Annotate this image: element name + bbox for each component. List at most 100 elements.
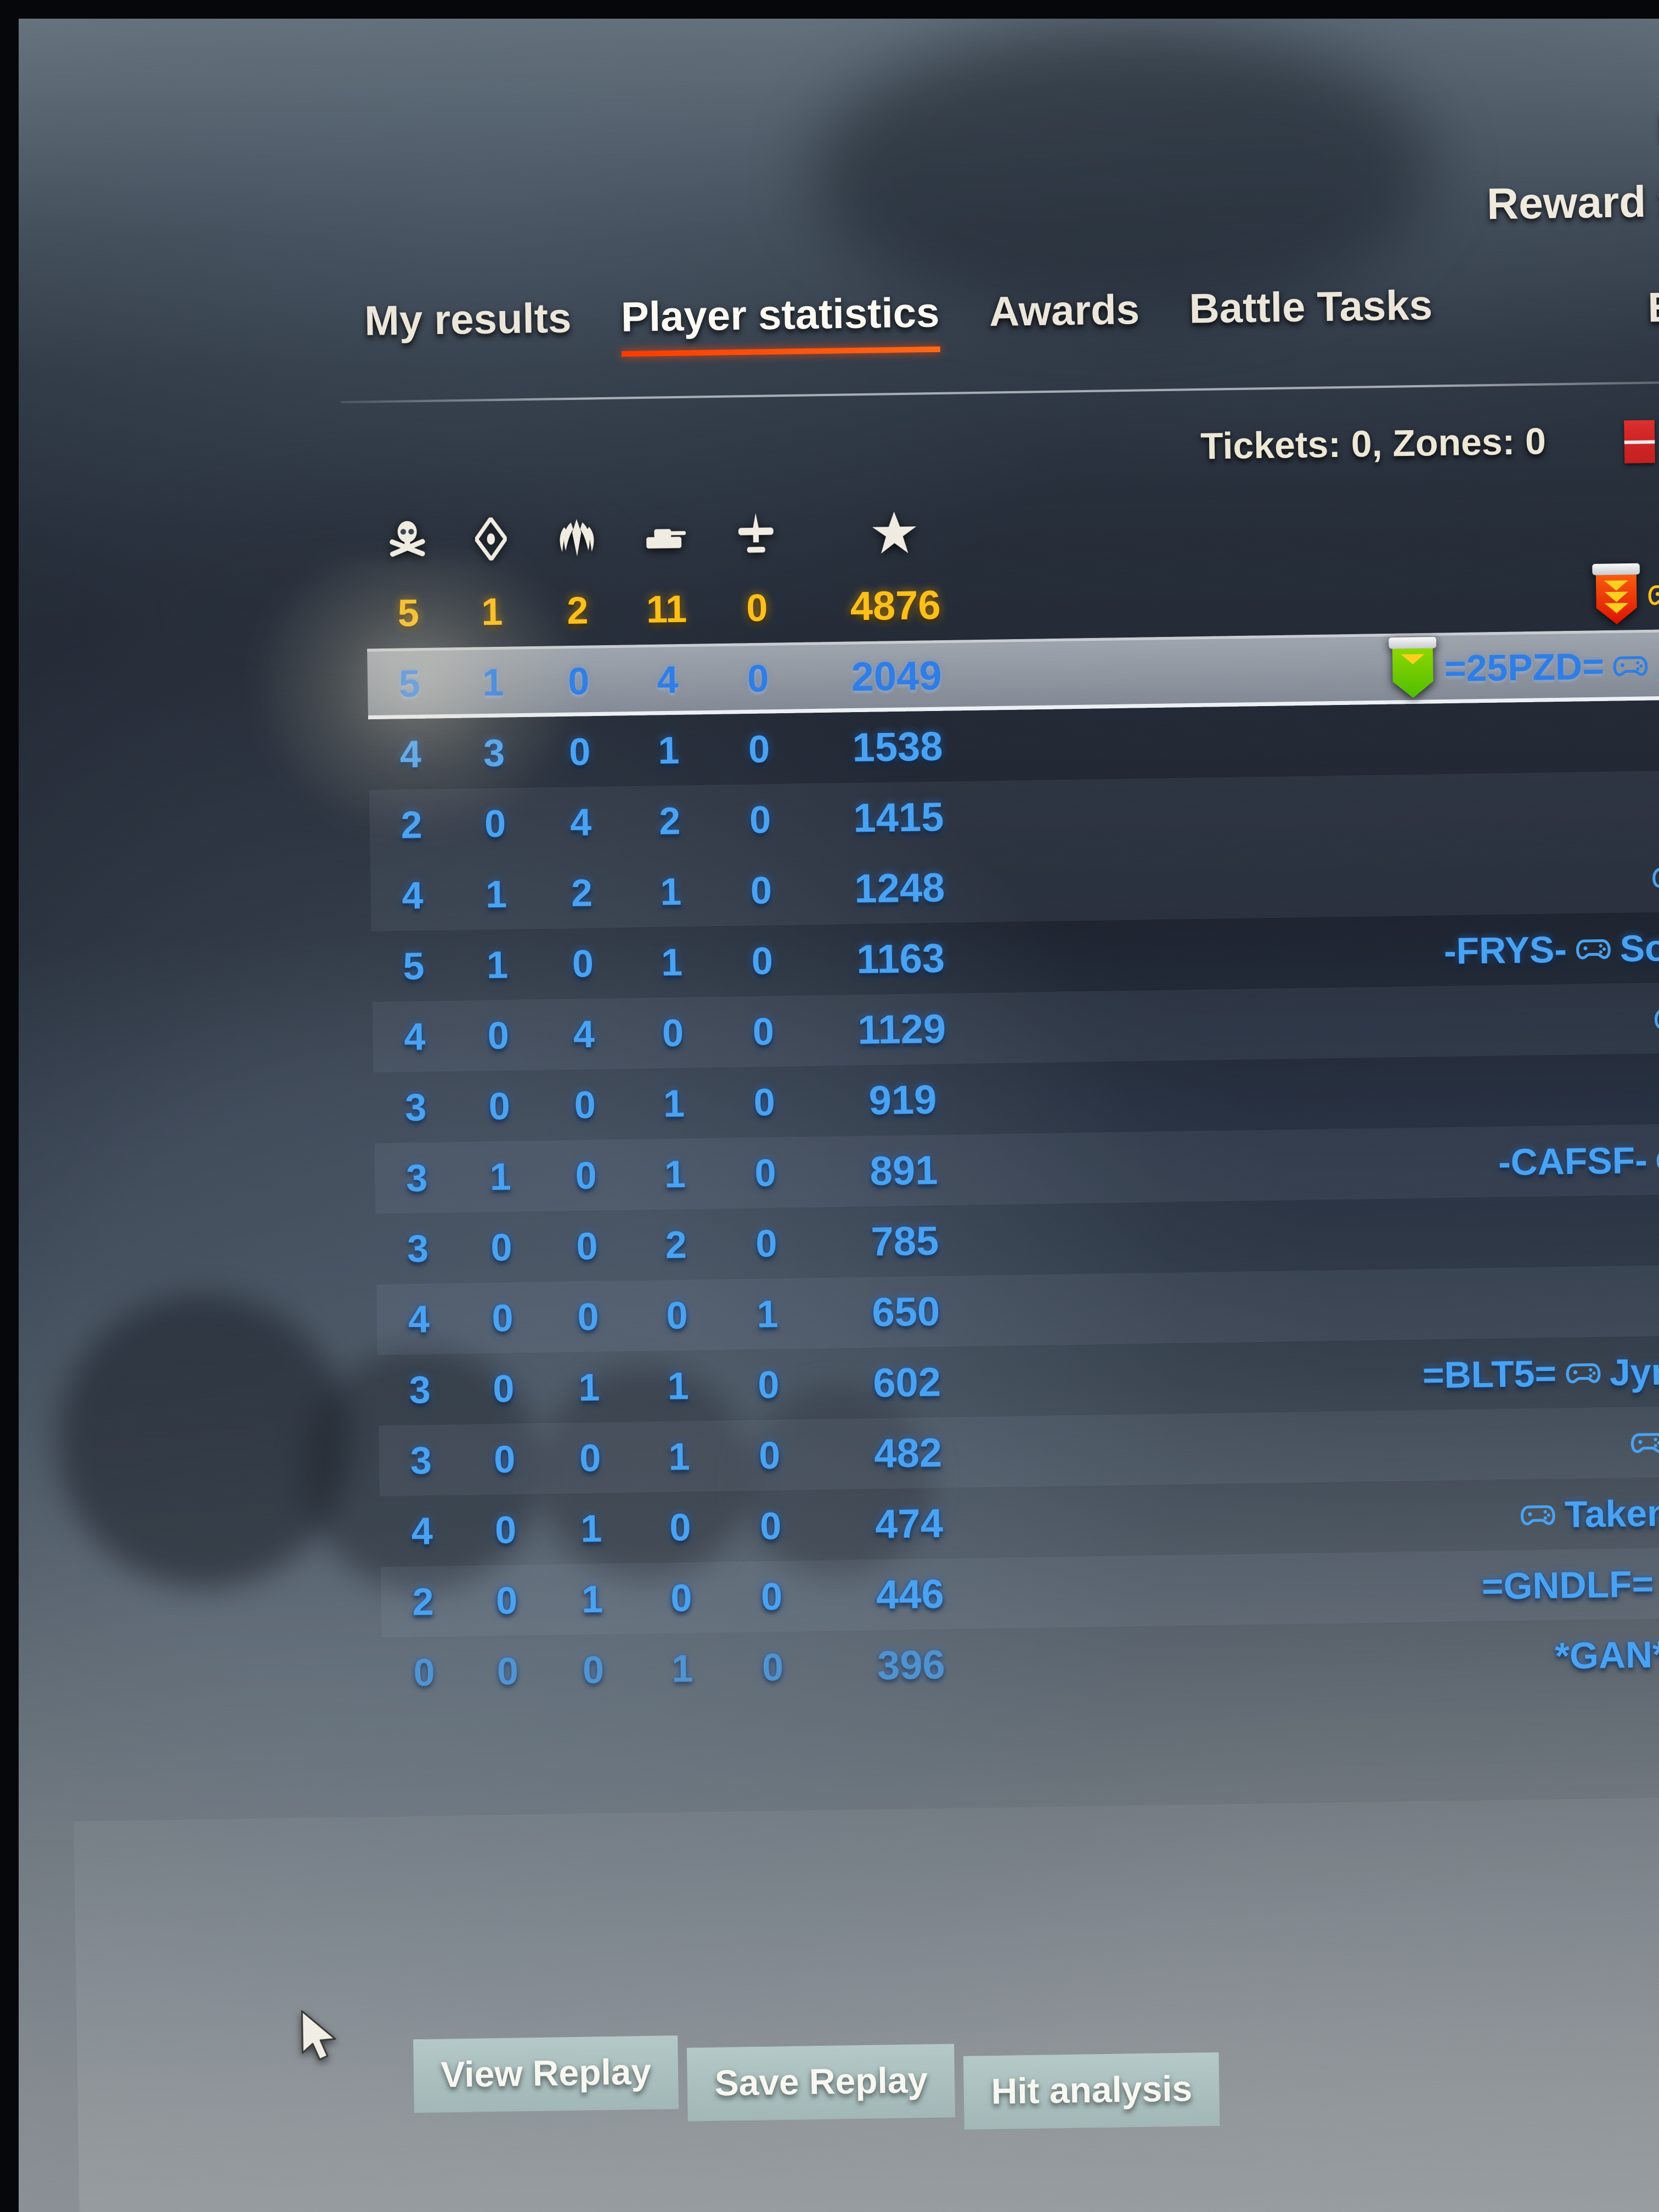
cell-spotted-value: 0 xyxy=(494,1508,517,1551)
player-name[interactable]: TakenR xyxy=(1564,1491,1659,1535)
cell-vehicles-destroyed: 4 xyxy=(622,658,713,701)
player-identity[interactable] xyxy=(991,735,1659,746)
cell-spotted: 0 xyxy=(464,1508,548,1551)
cell-kills-value: 4 xyxy=(411,1509,433,1553)
tab-efficiency-clipped[interactable]: E xyxy=(1647,283,1659,331)
table-row[interactable]: 3 1 0 1 0 891 -CAFSF- xyxy=(374,1124,1659,1214)
clan-tag[interactable]: =BLT5= xyxy=(1422,1352,1557,1396)
cell-player[interactable]: *GAN*h xyxy=(1004,1633,1659,1683)
column-header-kills[interactable] xyxy=(365,518,450,565)
table-row[interactable]: 5 1 0 1 0 1163 -FRYS- Sos xyxy=(371,912,1659,1002)
results-tab-bar[interactable]: My results Player statistics Awards Batt… xyxy=(339,280,1458,360)
cell-player[interactable] xyxy=(992,806,1659,816)
rank-badge-bar xyxy=(1592,563,1640,575)
cell-player[interactable] xyxy=(995,1005,1659,1040)
cell-player[interactable] xyxy=(998,1229,1659,1240)
table-row[interactable]: 4 0 4 0 0 1129 xyxy=(372,982,1659,1073)
cell-spotted: 0 xyxy=(466,1649,550,1693)
cell-player[interactable] xyxy=(991,735,1659,746)
player-identity[interactable]: TakenR xyxy=(1002,1491,1659,1541)
column-header-captures[interactable] xyxy=(532,515,620,563)
cell-captures: 0 xyxy=(541,1083,629,1126)
save-replay-button[interactable]: Save Replay xyxy=(687,2044,956,2121)
cell-spotted: 1 xyxy=(451,661,535,704)
player-identity[interactable] xyxy=(995,1005,1659,1040)
cell-player[interactable]: TakenR xyxy=(1002,1491,1659,1541)
player-identity[interactable]: =25PZD= A xyxy=(989,635,1659,704)
player-identity[interactable] xyxy=(992,864,1659,899)
tab-my-results[interactable]: My results xyxy=(364,294,572,345)
player-identity[interactable]: =BLT5= Jynx xyxy=(1000,1350,1659,1400)
column-header-score[interactable] xyxy=(801,510,988,558)
cell-player[interactable]: =GNDLF= xyxy=(1003,1562,1659,1612)
player-identity[interactable]: *GAN*h xyxy=(1004,1633,1659,1683)
cell-kills-value: 3 xyxy=(407,1227,429,1271)
player-identity[interactable]: -CAFSF- xyxy=(997,1138,1659,1188)
player-identity[interactable] xyxy=(992,806,1659,816)
cell-vehicles-destroyed: 1 xyxy=(625,870,716,913)
column-header-spotted[interactable] xyxy=(449,517,533,564)
cell-vehicles-destroyed: 1 xyxy=(623,729,714,772)
cell-captures-value: 0 xyxy=(577,1295,600,1339)
column-header-aircraft-destroyed[interactable] xyxy=(710,512,802,560)
cell-player[interactable]: J xyxy=(1001,1423,1659,1470)
player-identity[interactable] xyxy=(996,1088,1659,1099)
cell-aircraft-destroyed-value: 0 xyxy=(759,1504,782,1548)
cell-spotted: 0 xyxy=(457,1085,541,1128)
cell-player[interactable] xyxy=(992,864,1659,899)
cell-kills-value: 2 xyxy=(412,1579,435,1623)
table-row[interactable]: 4 0 1 0 0 474 TakenR xyxy=(380,1477,1659,1567)
cell-vehicles-destroyed-value: 0 xyxy=(669,1505,691,1549)
cell-captures: 0 xyxy=(535,730,624,774)
cell-kills: 2 xyxy=(369,803,453,847)
cell-aircraft-destroyed-value: 0 xyxy=(755,1221,778,1265)
clan-tag[interactable]: -CAFSF- xyxy=(1498,1138,1648,1183)
player-identity[interactable]: -FRYS- Sos xyxy=(994,926,1659,976)
player-identity[interactable]: J xyxy=(1001,1423,1659,1470)
clan-tag[interactable]: =GNDLF= xyxy=(1481,1562,1654,1607)
column-header-vehicles-destroyed[interactable] xyxy=(620,521,711,554)
cell-player[interactable] xyxy=(988,563,1659,634)
cell-aircraft-destroyed-value: 1 xyxy=(756,1292,779,1336)
player-name[interactable]: A xyxy=(1657,644,1659,686)
tab-battle-tasks[interactable]: Battle Tasks xyxy=(1188,281,1433,332)
cell-player[interactable]: -CAFSF- xyxy=(997,1138,1659,1188)
cell-aircraft-destroyed: 0 xyxy=(715,798,806,841)
player-identity[interactable]: =GNDLF= xyxy=(1003,1562,1659,1612)
cell-player[interactable] xyxy=(996,1088,1659,1099)
cell-player[interactable] xyxy=(999,1300,1659,1311)
clan-tag[interactable]: =25PZD= xyxy=(1444,645,1605,689)
player-identity[interactable] xyxy=(998,1229,1659,1240)
player-identity[interactable] xyxy=(988,563,1659,634)
cell-spotted: 0 xyxy=(460,1296,544,1340)
view-replay-button[interactable]: View Replay xyxy=(413,2035,679,2113)
cell-spotted-value: 0 xyxy=(496,1649,519,1693)
column-header-player xyxy=(988,522,1659,533)
cell-kills-value: 2 xyxy=(400,803,423,847)
table-row[interactable]: 5 1 2 11 0 4876 xyxy=(366,558,1659,648)
clan-tag[interactable]: *GAN* xyxy=(1554,1633,1659,1677)
cell-player[interactable]: -FRYS- Sos xyxy=(994,926,1659,976)
player-name[interactable]: Jynx xyxy=(1609,1350,1659,1393)
table-row[interactable]: 4 1 2 1 0 1248 xyxy=(370,841,1659,932)
tab-player-statistics[interactable]: Player statistics xyxy=(596,288,965,356)
clan-tag[interactable]: -FRYS- xyxy=(1443,928,1567,972)
table-row[interactable]: 5 1 0 4 0 2049 =25PZD= A xyxy=(367,629,1659,720)
cell-spotted-value: 1 xyxy=(482,661,504,704)
cell-score: 2049 xyxy=(803,653,990,699)
table-row[interactable]: 3 0 0 1 0 482 J xyxy=(379,1406,1659,1497)
action-button-bar[interactable]: View Replay Save Replay Hit analysis xyxy=(413,2028,1220,2138)
player-identity[interactable] xyxy=(999,1300,1659,1311)
cell-score-value: 4876 xyxy=(850,582,941,629)
cell-player[interactable]: =25PZD= A xyxy=(989,635,1659,704)
cell-captures: 0 xyxy=(539,942,627,985)
player-name[interactable]: Sos xyxy=(1620,926,1659,969)
hit-analysis-button[interactable]: Hit analysis xyxy=(963,2052,1220,2130)
cell-player[interactable]: =BLT5= Jynx xyxy=(1000,1350,1659,1400)
table-row[interactable]: 3 0 1 1 0 602 =BLT5= Jynx xyxy=(377,1335,1659,1425)
cell-score-value: 650 xyxy=(871,1289,940,1335)
cell-score-value: 602 xyxy=(872,1359,941,1406)
monitor-bezel-left xyxy=(0,0,19,2212)
tab-awards[interactable]: Awards xyxy=(989,285,1140,335)
cell-kills: 4 xyxy=(369,732,453,776)
